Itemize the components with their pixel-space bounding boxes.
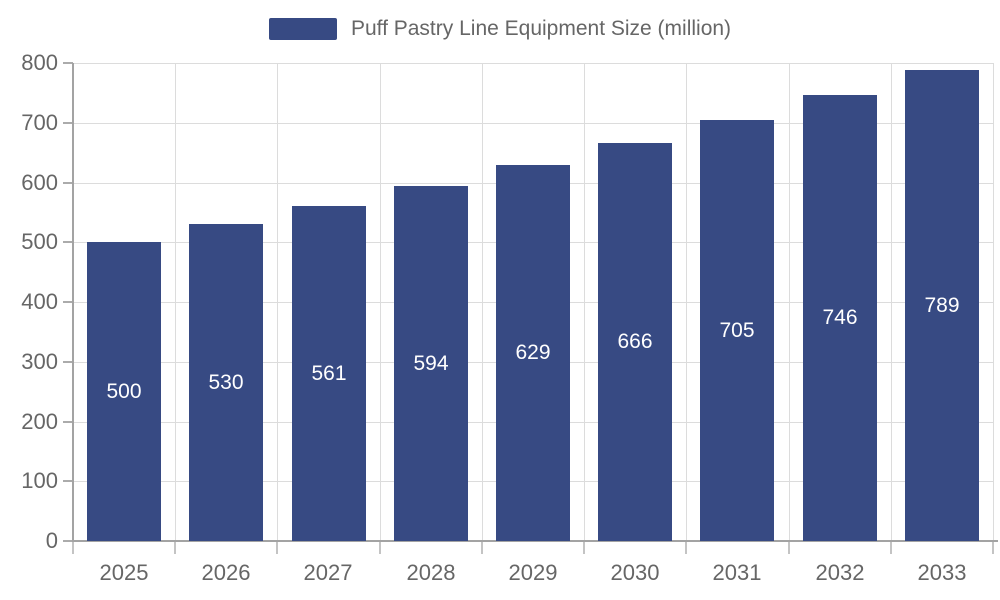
y-axis-tick-label: 100 — [21, 468, 58, 493]
bar-2030[interactable] — [598, 143, 672, 541]
gridline-vertical — [277, 63, 278, 541]
legend-swatch — [268, 18, 337, 40]
y-axis-tick — [63, 241, 73, 243]
gridline-vertical — [686, 63, 687, 541]
x-axis-tick — [276, 541, 278, 554]
x-axis-tick-label: 2028 — [406, 560, 456, 585]
y-axis-tick-label: 600 — [21, 170, 58, 195]
bar-value-label: 561 — [311, 362, 347, 385]
x-axis-tick-label: 2032 — [815, 560, 865, 585]
y-axis-tick-label: 800 — [21, 50, 58, 75]
bar-value-label: 500 — [106, 380, 142, 403]
x-axis-tick — [685, 541, 687, 554]
gridline-horizontal — [73, 63, 993, 64]
y-axis-tick — [63, 421, 73, 423]
x-axis-tick-label: 2027 — [303, 560, 353, 585]
x-axis-tick-label: 2031 — [712, 560, 762, 585]
y-axis-tick-label: 200 — [21, 409, 58, 434]
bar-value-label: 530 — [208, 371, 244, 394]
bar-2026[interactable] — [189, 224, 263, 541]
x-axis-tick — [992, 541, 994, 554]
x-axis-tick-label: 2030 — [610, 560, 660, 585]
y-axis-line — [72, 63, 74, 542]
bar-2033[interactable] — [905, 70, 979, 541]
y-axis-tick — [63, 480, 73, 482]
legend-label: Puff Pastry Line Equipment Size (million… — [350, 17, 732, 40]
y-axis-tick — [63, 361, 73, 363]
x-axis-tick — [583, 541, 585, 554]
x-axis-tick — [788, 541, 790, 554]
x-axis-tick-label: 2033 — [917, 560, 967, 585]
y-axis-tick-label: 700 — [21, 110, 58, 135]
bar-value-label: 746 — [822, 306, 858, 329]
gridline-vertical — [482, 63, 483, 541]
bar-value-label: 594 — [413, 352, 449, 375]
gridline-vertical — [789, 63, 790, 541]
bar-value-label: 705 — [719, 319, 755, 342]
x-axis-tick — [174, 541, 176, 554]
bar-2031[interactable] — [700, 120, 774, 541]
bar-2025[interactable] — [87, 242, 161, 541]
y-axis-tick-label: 0 — [45, 528, 58, 553]
x-axis-tick-label: 2025 — [99, 560, 149, 585]
gridline-horizontal — [73, 123, 993, 124]
legend[interactable]: Puff Pastry Line Equipment Size (million… — [0, 17, 1000, 41]
y-axis-tick — [63, 301, 73, 303]
bar-value-label: 666 — [617, 330, 653, 353]
x-axis-tick-label: 2029 — [508, 560, 558, 585]
y-axis-tick — [63, 122, 73, 124]
y-axis-tick — [63, 182, 73, 184]
bar-2029[interactable] — [496, 165, 570, 541]
gridline-vertical — [380, 63, 381, 541]
y-axis-tick-label: 300 — [21, 349, 58, 374]
gridline-vertical — [993, 63, 994, 541]
x-axis-line — [72, 540, 998, 542]
bar-value-label: 629 — [515, 341, 551, 364]
x-axis-tick — [890, 541, 892, 554]
gridline-vertical — [584, 63, 585, 541]
gridline-vertical — [891, 63, 892, 541]
bar-2027[interactable] — [292, 206, 366, 541]
y-axis-tick-label: 500 — [21, 229, 58, 254]
x-axis-tick — [481, 541, 483, 554]
x-axis-tick — [379, 541, 381, 554]
y-axis-tick — [63, 540, 73, 542]
bar-value-label: 789 — [924, 294, 960, 317]
y-axis-tick-label: 400 — [21, 289, 58, 314]
gridline-vertical — [175, 63, 176, 541]
bar-2032[interactable] — [803, 95, 877, 541]
x-axis-tick-label: 2026 — [201, 560, 251, 585]
bar-2028[interactable] — [394, 186, 468, 541]
x-axis-tick — [72, 541, 74, 554]
y-axis-tick — [63, 62, 73, 64]
